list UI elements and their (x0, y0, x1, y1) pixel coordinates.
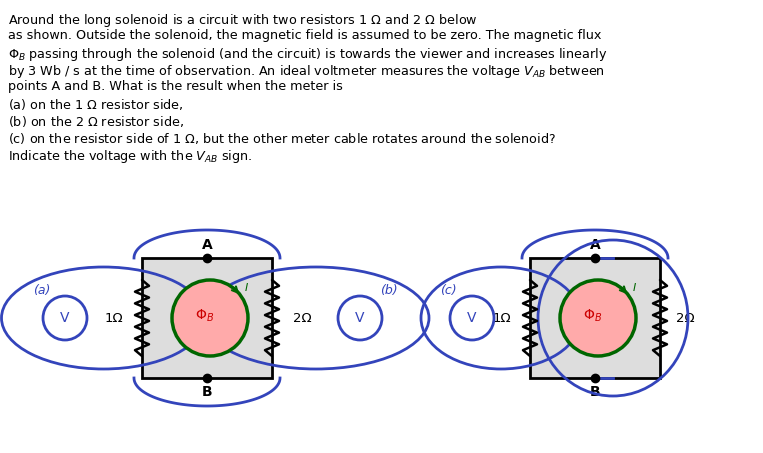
Text: (c) on the resistor side of 1 $\Omega$, but the other meter cable rotates around: (c) on the resistor side of 1 $\Omega$, … (8, 131, 556, 146)
Text: B: B (201, 385, 212, 399)
Text: $\Phi_B$: $\Phi_B$ (584, 308, 603, 324)
Text: V: V (60, 311, 69, 325)
Text: (a): (a) (33, 284, 50, 297)
Text: Indicate the voltage with the $V_{AB}$ sign.: Indicate the voltage with the $V_{AB}$ s… (8, 148, 253, 165)
Circle shape (172, 280, 248, 356)
Text: by 3 Wb / s at the time of observation. An ideal voltmeter measures the voltage : by 3 Wb / s at the time of observation. … (8, 63, 605, 80)
Bar (530, 258, 660, 378)
Text: $I$: $I$ (244, 280, 250, 293)
Text: $\Phi_B$: $\Phi_B$ (195, 308, 214, 324)
Text: 2Ω: 2Ω (676, 312, 694, 324)
Text: points A and B. What is the result when the meter is: points A and B. What is the result when … (8, 80, 343, 93)
Text: (b): (b) (380, 284, 398, 297)
Text: 1Ω: 1Ω (493, 312, 511, 324)
Circle shape (560, 280, 636, 356)
Text: A: A (590, 238, 600, 252)
Text: (c): (c) (440, 284, 456, 297)
Bar (142, 258, 272, 378)
Text: (a) on the 1 $\Omega$ resistor side,: (a) on the 1 $\Omega$ resistor side, (8, 97, 184, 112)
Text: (b) on the 2 $\Omega$ resistor side,: (b) on the 2 $\Omega$ resistor side, (8, 114, 184, 129)
Text: Around the long solenoid is a circuit with two resistors 1 $\Omega$ and 2 $\Omeg: Around the long solenoid is a circuit wi… (8, 12, 478, 29)
Text: V: V (467, 311, 477, 325)
Text: B: B (590, 385, 600, 399)
Text: $\Phi_B$ passing through the solenoid (and the circuit) is towards the viewer an: $\Phi_B$ passing through the solenoid (a… (8, 46, 607, 63)
Text: 1Ω: 1Ω (105, 312, 124, 324)
Text: 2Ω: 2Ω (293, 312, 311, 324)
Text: V: V (356, 311, 365, 325)
Text: A: A (201, 238, 212, 252)
Text: $I$: $I$ (633, 280, 637, 293)
Text: as shown. Outside the solenoid, the magnetic field is assumed to be zero. The ma: as shown. Outside the solenoid, the magn… (8, 29, 601, 42)
